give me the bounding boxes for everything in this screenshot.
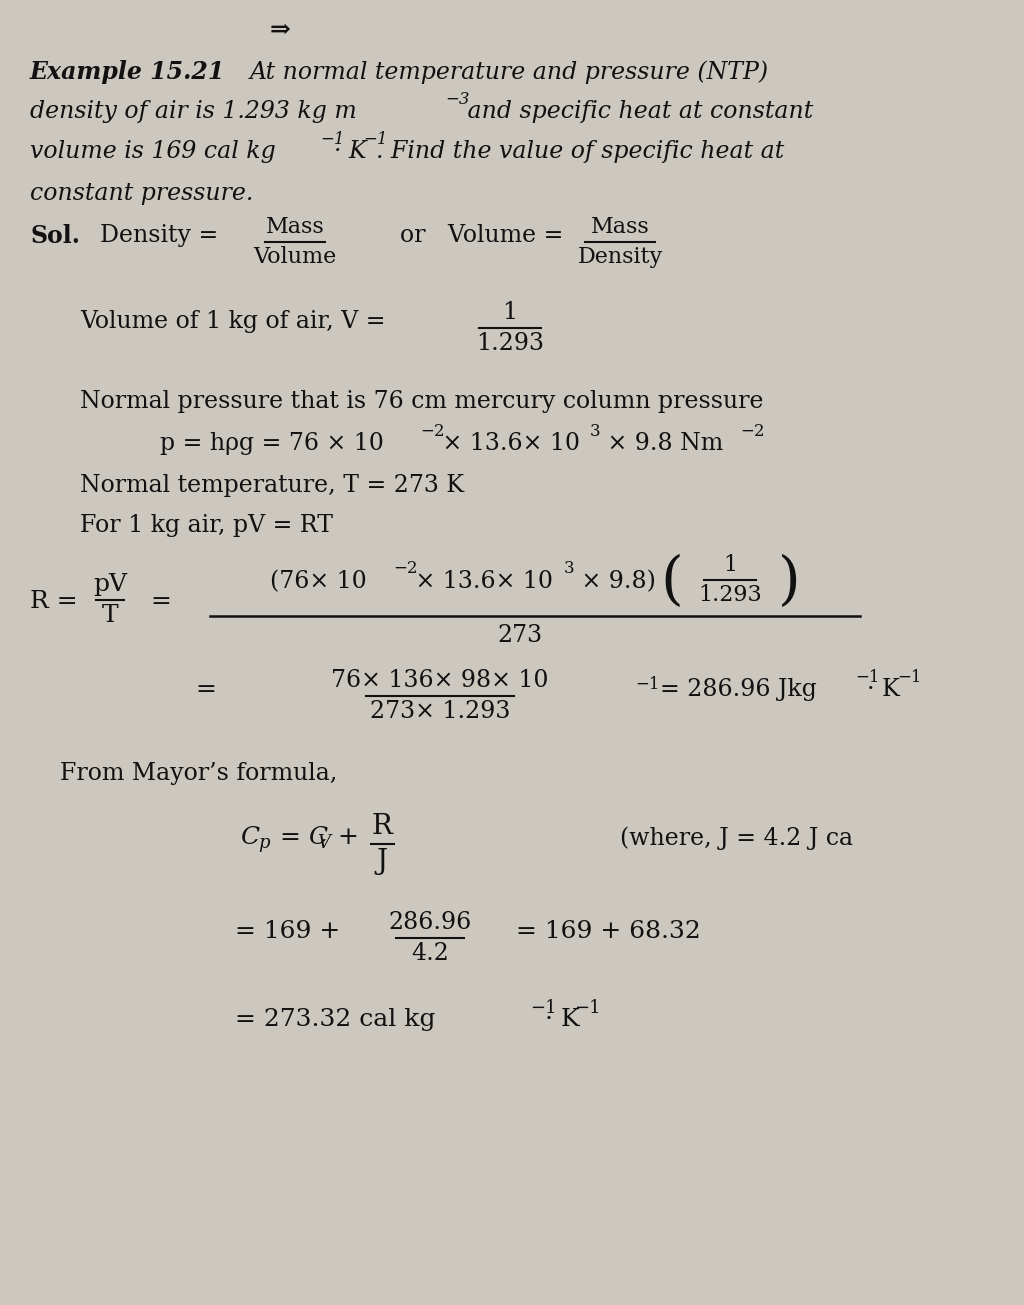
Text: 1.293: 1.293: [476, 331, 544, 355]
Text: −2: −2: [420, 423, 444, 440]
Text: · K: · K: [867, 679, 900, 701]
Text: · K: · K: [334, 140, 367, 163]
Text: Normal temperature, T = 273 K: Normal temperature, T = 273 K: [80, 474, 464, 497]
Text: p = hρg = 76 × 10: p = hρg = 76 × 10: [160, 432, 384, 455]
Text: (76× 10: (76× 10: [270, 570, 367, 592]
Text: × 13.6× 10: × 13.6× 10: [435, 432, 580, 455]
Text: 273× 1.293: 273× 1.293: [370, 699, 510, 723]
Text: −1: −1: [635, 676, 659, 693]
Text: or   Volume =: or Volume =: [400, 224, 563, 247]
Text: −1: −1: [574, 1000, 601, 1017]
Text: Normal pressure that is 76 cm mercury column pressure: Normal pressure that is 76 cm mercury co…: [80, 390, 764, 412]
Text: ⇒: ⇒: [270, 18, 291, 42]
Text: · K: · K: [545, 1007, 580, 1031]
Text: At normal temperature and pressure (NTP): At normal temperature and pressure (NTP): [250, 60, 769, 84]
Text: 273: 273: [498, 624, 543, 647]
Text: +: +: [330, 826, 358, 850]
Text: × 9.8): × 9.8): [574, 570, 656, 592]
Text: 1: 1: [723, 555, 737, 576]
Text: × 13.6× 10: × 13.6× 10: [408, 570, 553, 592]
Text: 4.2: 4.2: [411, 942, 449, 964]
Text: (where, J = 4.2 J ca: (where, J = 4.2 J ca: [620, 826, 853, 850]
Text: 76× 136× 98× 10: 76× 136× 98× 10: [331, 669, 549, 692]
Text: ): ): [778, 555, 801, 609]
Text: = 169 + 68.32: = 169 + 68.32: [516, 920, 700, 944]
Text: density of air is 1.293 kg m: density of air is 1.293 kg m: [30, 100, 356, 123]
Text: constant pressure.: constant pressure.: [30, 181, 253, 205]
Text: J: J: [377, 848, 387, 874]
Text: R =: R =: [30, 590, 78, 613]
Text: Volume of 1 kg of air, V =: Volume of 1 kg of air, V =: [80, 311, 385, 333]
Text: = 169 +: = 169 +: [234, 920, 340, 944]
Text: 1.293: 1.293: [698, 585, 762, 606]
Text: × 9.8 Nm: × 9.8 Nm: [600, 432, 723, 455]
Text: C: C: [240, 826, 259, 850]
Text: =: =: [195, 679, 216, 701]
Text: =: =: [150, 590, 171, 613]
Text: −2: −2: [393, 560, 418, 577]
Text: = 273.32 cal kg: = 273.32 cal kg: [234, 1007, 435, 1031]
Text: −3: −3: [445, 91, 469, 108]
Text: For 1 kg air, pV = RT: For 1 kg air, pV = RT: [80, 514, 333, 536]
Text: −1: −1: [897, 669, 922, 686]
Text: = 286.96 Jkg: = 286.96 Jkg: [660, 679, 817, 701]
Text: V: V: [317, 834, 330, 852]
Text: R: R: [372, 813, 392, 840]
Text: Mass: Mass: [265, 217, 325, 238]
Text: . Find the value of specific heat at: . Find the value of specific heat at: [376, 140, 784, 163]
Text: −1: −1: [319, 130, 344, 147]
Text: = C: = C: [272, 826, 328, 850]
Text: T: T: [101, 604, 119, 626]
Text: Density =: Density =: [100, 224, 218, 247]
Text: −2: −2: [740, 423, 765, 440]
Text: and specific heat at constant: and specific heat at constant: [460, 100, 813, 123]
Text: −1: −1: [362, 130, 387, 147]
Text: volume is 169 cal kg: volume is 169 cal kg: [30, 140, 275, 163]
Text: 3: 3: [564, 560, 574, 577]
Text: −1: −1: [855, 669, 880, 686]
Text: (: (: [660, 555, 683, 609]
Text: −1: −1: [530, 1000, 557, 1017]
Text: From Mayor’s formula,: From Mayor’s formula,: [60, 762, 337, 786]
Text: Volume: Volume: [253, 247, 337, 268]
Text: Mass: Mass: [591, 217, 649, 238]
Text: 1: 1: [503, 301, 517, 324]
Text: Density: Density: [578, 247, 663, 268]
Text: p: p: [258, 834, 269, 852]
Text: 286.96: 286.96: [388, 911, 472, 934]
Text: pV: pV: [93, 573, 127, 596]
Text: Sol.: Sol.: [30, 224, 80, 248]
Text: 3: 3: [590, 423, 601, 440]
Text: Example 15.21: Example 15.21: [30, 60, 225, 84]
